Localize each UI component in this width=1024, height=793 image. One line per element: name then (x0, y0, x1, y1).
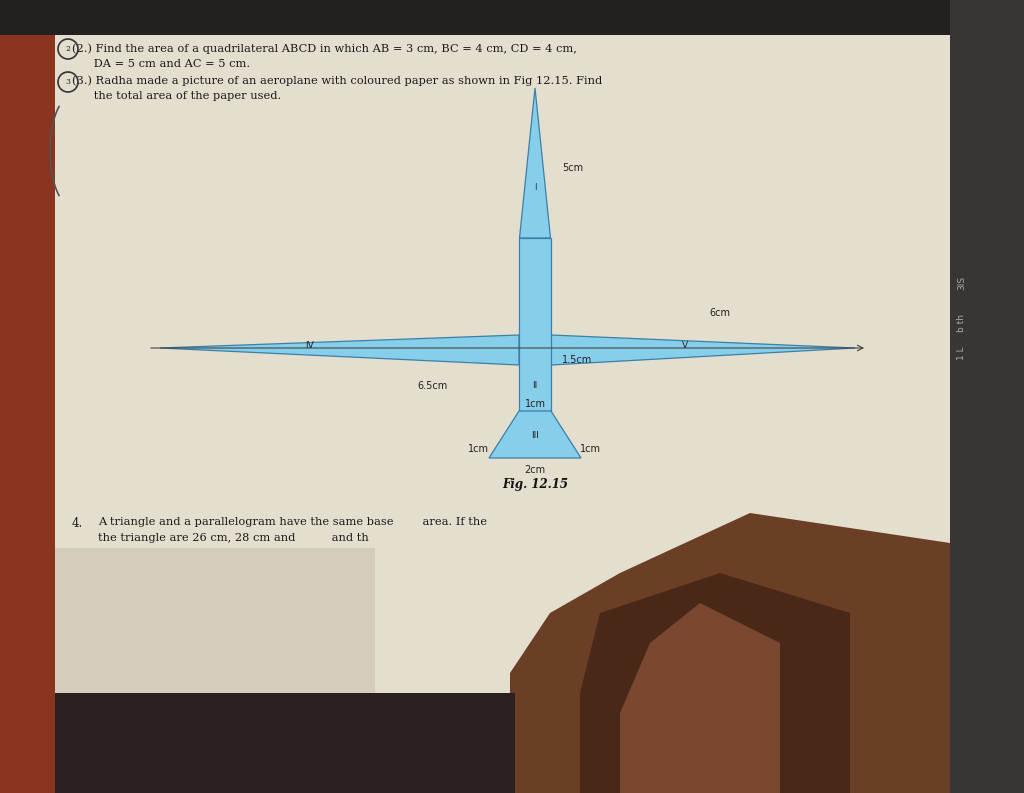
Text: the triangle are 26 cm, 28 cm and          and th: the triangle are 26 cm, 28 cm and and th (98, 533, 369, 543)
Text: 3: 3 (66, 78, 71, 86)
Polygon shape (160, 335, 519, 365)
Text: 28 cm, find the height of the p         n stands: 28 cm, find the height of the p n stands (98, 549, 355, 559)
Polygon shape (519, 88, 551, 238)
Polygon shape (510, 513, 950, 793)
Text: 2cm: 2cm (524, 465, 546, 475)
Text: (3.) Radha made a picture of an aeroplane with coloured paper as shown in Fig 12: (3.) Radha made a picture of an aeroplan… (72, 75, 602, 86)
Text: 1cm: 1cm (468, 444, 488, 454)
FancyBboxPatch shape (0, 0, 1024, 35)
Text: A triangle and a parallelogram have the same base        area. If the: A triangle and a parallelogram have the … (98, 517, 487, 527)
Text: 2: 2 (66, 45, 71, 53)
Text: 1cm: 1cm (524, 399, 546, 409)
Text: IV: IV (305, 342, 314, 351)
Polygon shape (551, 335, 855, 365)
Text: 1cm: 1cm (580, 444, 600, 454)
Text: 1 L: 1 L (957, 347, 967, 360)
Text: DA = 5 cm and AC = 5 cm.: DA = 5 cm and AC = 5 cm. (72, 59, 250, 69)
FancyBboxPatch shape (519, 238, 551, 411)
Text: 2: 2 (936, 761, 944, 775)
Text: the total area of the paper used.: the total area of the paper used. (72, 91, 282, 101)
Text: 5cm: 5cm (562, 163, 583, 173)
Text: V: V (682, 342, 688, 351)
Text: b th: b th (957, 314, 967, 332)
FancyBboxPatch shape (55, 35, 950, 793)
Text: II: II (532, 381, 538, 390)
Polygon shape (489, 411, 581, 458)
Text: 3IS: 3IS (957, 276, 967, 290)
Text: Fig. 12.15: Fig. 12.15 (502, 478, 568, 491)
Text: (2.) Find the area of a quadrilateral ABCD in which AB = 3 cm, BC = 4 cm, CD = 4: (2.) Find the area of a quadrilateral AB… (72, 43, 577, 54)
Polygon shape (620, 603, 780, 793)
Text: 6cm: 6cm (710, 308, 730, 318)
Text: III: III (531, 431, 539, 439)
Text: 6.5cm: 6.5cm (418, 381, 449, 391)
Text: 4.: 4. (72, 517, 83, 530)
Text: 1.5cm: 1.5cm (562, 355, 592, 365)
FancyBboxPatch shape (55, 693, 515, 793)
Polygon shape (580, 573, 850, 793)
Text: I: I (534, 183, 537, 193)
FancyBboxPatch shape (0, 35, 55, 793)
FancyBboxPatch shape (55, 548, 375, 698)
FancyBboxPatch shape (950, 0, 1024, 793)
